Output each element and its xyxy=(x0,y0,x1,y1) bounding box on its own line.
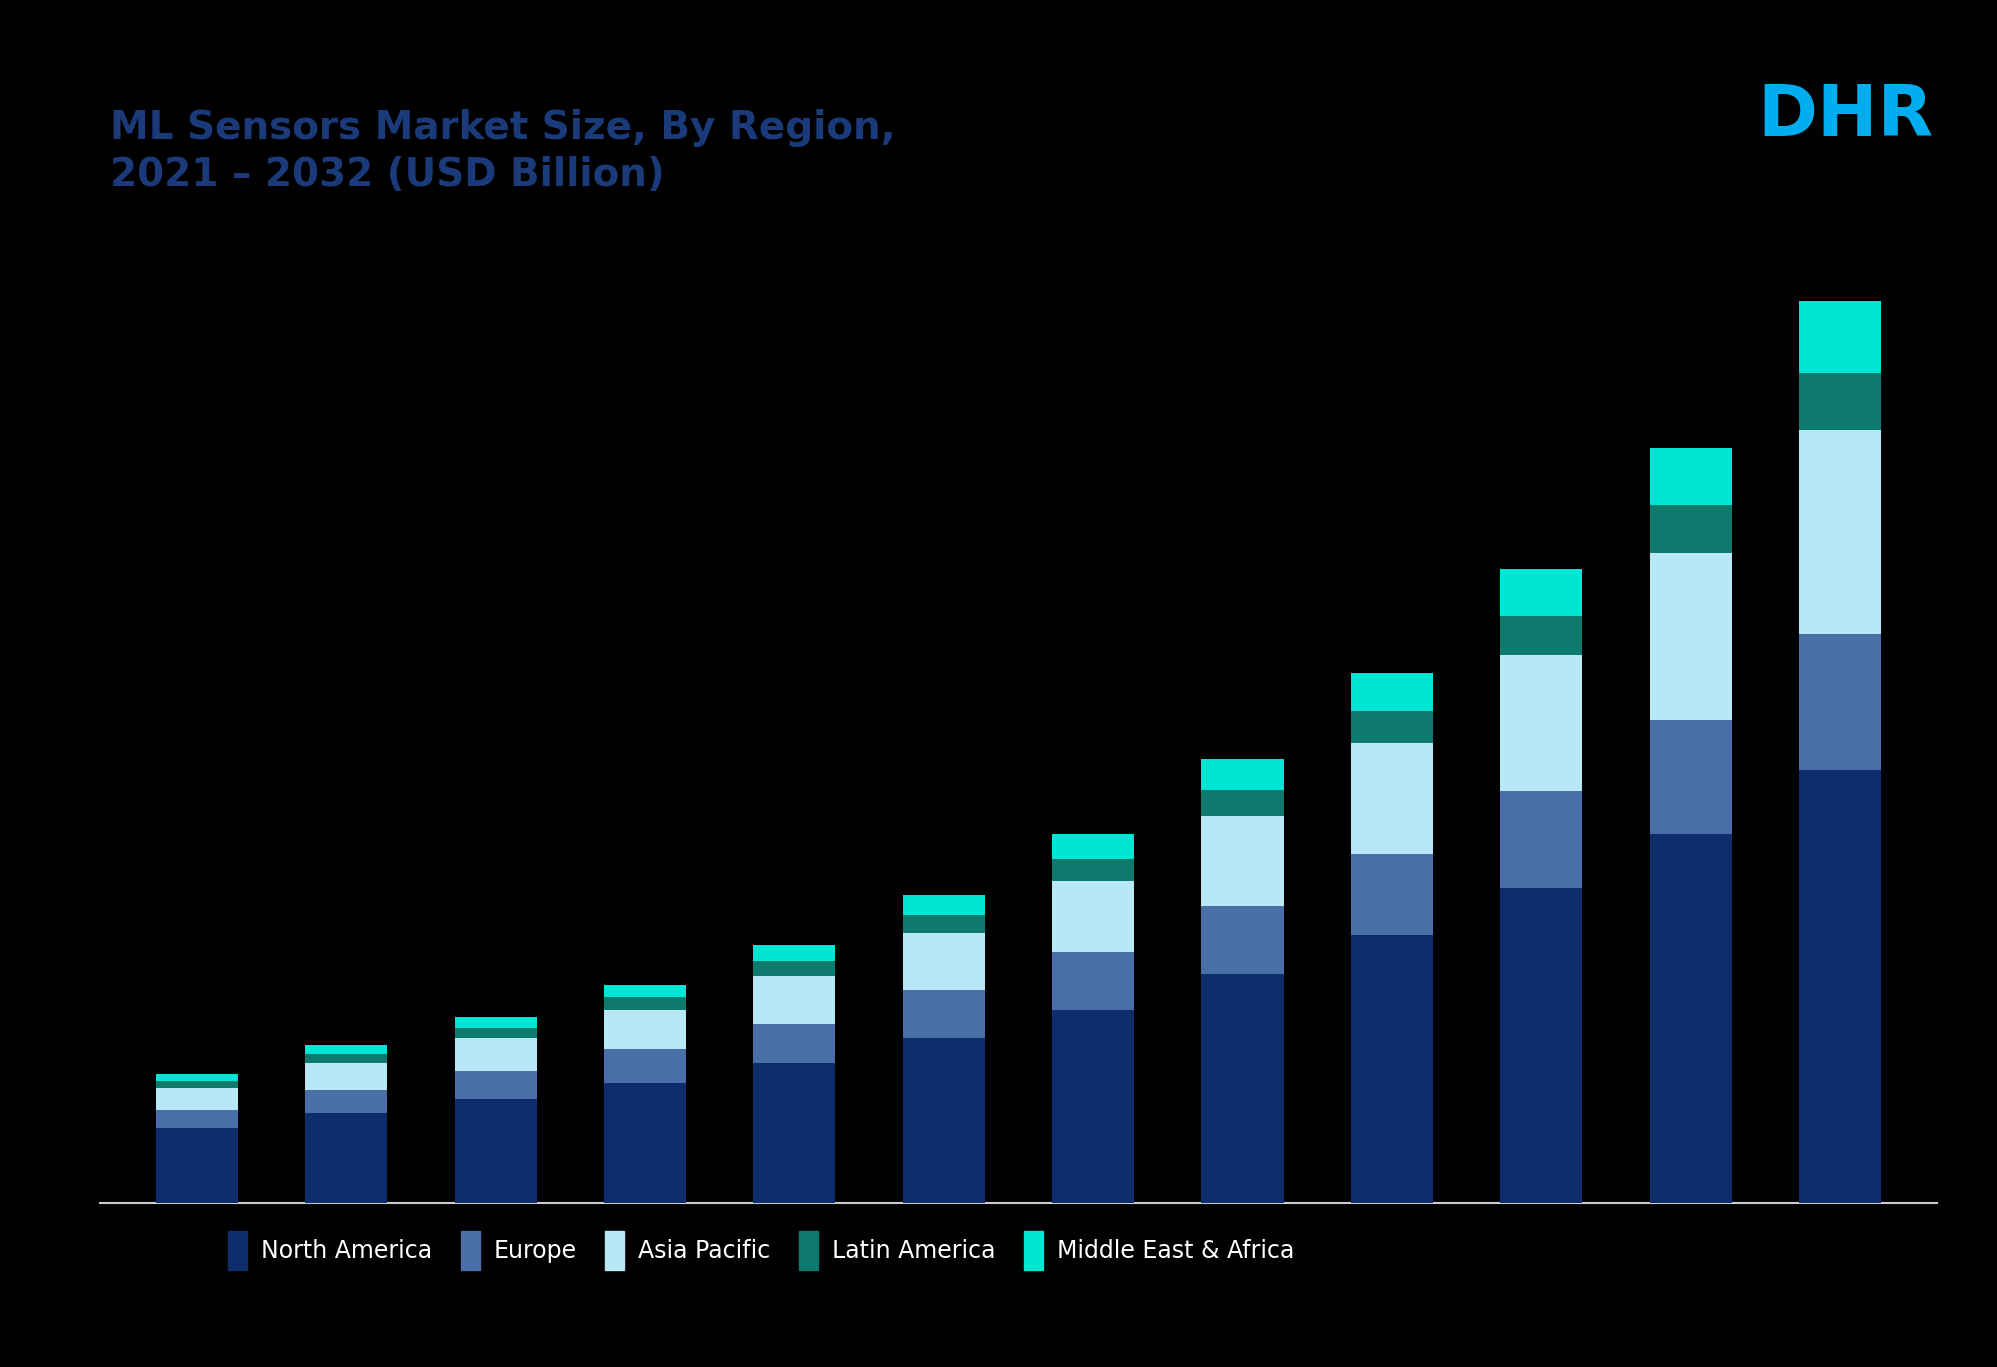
Bar xyxy=(1350,854,1434,935)
Bar xyxy=(1500,570,1582,617)
Bar xyxy=(1202,906,1284,973)
Bar xyxy=(1350,744,1434,854)
Bar xyxy=(1052,953,1134,1010)
Bar xyxy=(455,1017,537,1028)
Bar xyxy=(1650,720,1731,834)
Bar xyxy=(603,997,687,1010)
Bar xyxy=(455,1099,537,1203)
Bar xyxy=(753,976,835,1024)
Bar xyxy=(1350,935,1434,1203)
Bar xyxy=(753,945,835,961)
Bar xyxy=(1202,759,1284,790)
Bar xyxy=(1650,554,1731,720)
Bar xyxy=(306,1091,387,1114)
Bar xyxy=(1650,448,1731,504)
Bar xyxy=(1052,834,1134,860)
Text: ML Sensors Market Size, By Region,
2021 – 2032 (USD Billion): ML Sensors Market Size, By Region, 2021 … xyxy=(110,109,895,194)
Bar xyxy=(903,990,985,1039)
Bar xyxy=(1500,791,1582,889)
Bar xyxy=(455,1028,537,1039)
Bar xyxy=(306,1054,387,1064)
Bar xyxy=(603,1010,687,1048)
Bar xyxy=(753,961,835,976)
Bar xyxy=(1650,504,1731,554)
Bar xyxy=(903,895,985,915)
Bar xyxy=(1350,674,1434,711)
Bar xyxy=(306,1064,387,1091)
Legend: North America, Europe, Asia Pacific, Latin America, Middle East & Africa: North America, Europe, Asia Pacific, Lat… xyxy=(220,1221,1304,1280)
Bar xyxy=(306,1114,387,1203)
Bar xyxy=(603,1083,687,1203)
Bar xyxy=(1799,429,1881,634)
Bar xyxy=(1350,711,1434,744)
Bar xyxy=(156,1088,238,1110)
Bar xyxy=(603,1048,687,1083)
Bar xyxy=(753,1024,835,1064)
Bar xyxy=(156,1074,238,1081)
Bar xyxy=(455,1070,537,1099)
Bar xyxy=(1500,655,1582,791)
Bar xyxy=(1052,880,1134,953)
Bar xyxy=(1202,790,1284,816)
Bar xyxy=(903,1039,985,1203)
Bar xyxy=(1650,834,1731,1203)
Bar xyxy=(1799,770,1881,1203)
Bar xyxy=(603,984,687,997)
Bar xyxy=(455,1039,537,1070)
Bar xyxy=(1052,1010,1134,1203)
Bar xyxy=(903,915,985,932)
Bar xyxy=(156,1081,238,1088)
Bar xyxy=(1500,889,1582,1203)
Bar xyxy=(1799,373,1881,429)
Bar xyxy=(156,1128,238,1203)
Bar xyxy=(1799,301,1881,373)
Bar xyxy=(1052,860,1134,880)
Bar xyxy=(753,1064,835,1203)
Bar xyxy=(1799,634,1881,770)
Bar xyxy=(1500,617,1582,655)
Bar xyxy=(1202,816,1284,906)
Bar xyxy=(306,1046,387,1054)
Bar xyxy=(1202,973,1284,1203)
Bar xyxy=(903,932,985,990)
Bar xyxy=(156,1110,238,1128)
Text: DHR: DHR xyxy=(1757,82,1933,150)
